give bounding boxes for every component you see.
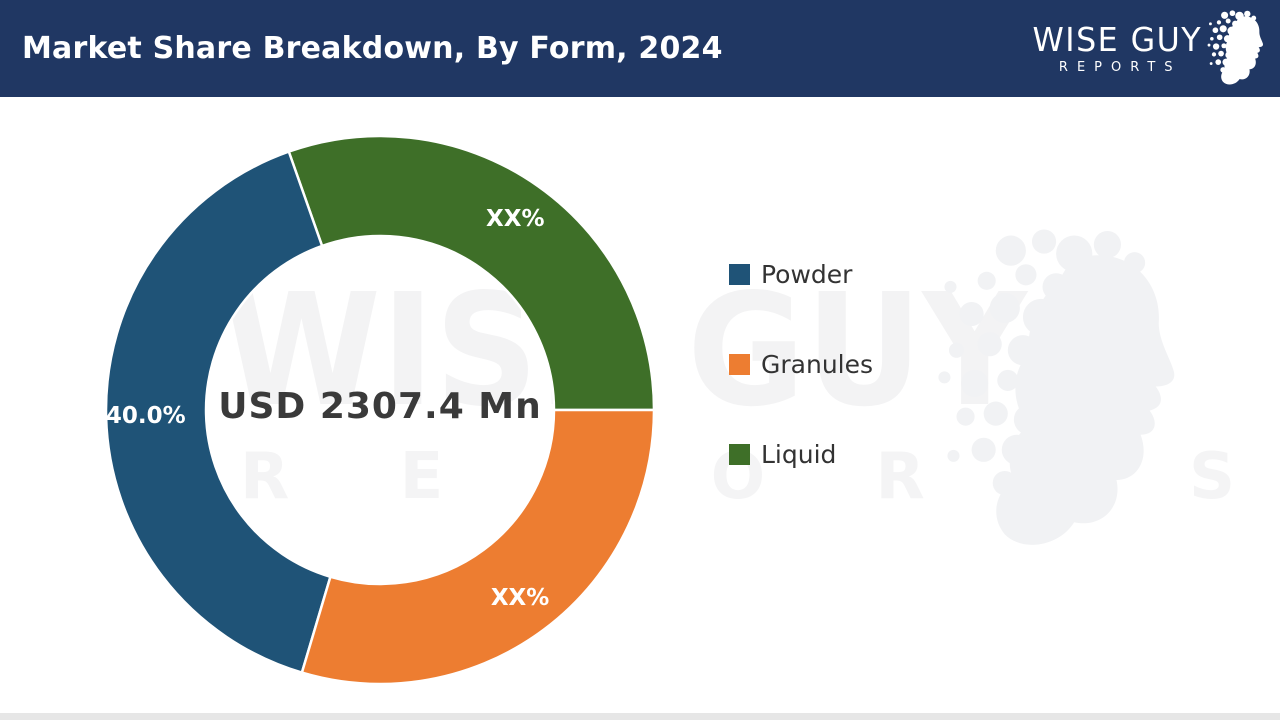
brand-logo-text: WISE GUY REPORTS — [1029, 23, 1206, 75]
legend-item-liquid: Liquid — [729, 438, 873, 470]
donut-segment-granules — [300, 408, 656, 686]
donut-label-liquid: XX% — [486, 206, 545, 232]
legend-label-liquid: Liquid — [761, 439, 837, 469]
bottom-strip — [0, 713, 1280, 720]
donut-segment-powder — [104, 150, 332, 674]
legend-item-powder: Powder — [729, 258, 873, 290]
donut-segment-liquid — [287, 134, 656, 412]
legend-label-powder: Powder — [761, 259, 853, 289]
legend-swatch-liquid — [729, 443, 750, 465]
legend-swatch-powder — [729, 263, 750, 285]
legend-item-granules: Granules — [729, 348, 873, 380]
donut-chart: XX% 40.0% XX% — [104, 134, 656, 686]
brand-name: WISE GUY — [1032, 19, 1203, 59]
brand-logo: WISE GUY REPORTS — [1029, 8, 1270, 90]
donut-label-powder: 40.0% — [106, 403, 186, 429]
donut-label-granules: XX% — [491, 585, 550, 611]
chart-center-value: USD 2307.4 Mn — [218, 386, 542, 427]
header: Market Share Breakdown, By Form, 2024 WI… — [0, 0, 1280, 97]
brand-subtitle: REPORTS — [1058, 59, 1182, 75]
legend: Powder Granules Liquid — [729, 258, 873, 470]
legend-swatch-granules — [729, 353, 750, 375]
page-title: Market Share Breakdown, By Form, 2024 — [22, 31, 723, 66]
brand-face-icon — [1207, 9, 1264, 84]
watermark-face-icon — [938, 229, 1175, 545]
legend-label-granules: Granules — [761, 349, 874, 379]
